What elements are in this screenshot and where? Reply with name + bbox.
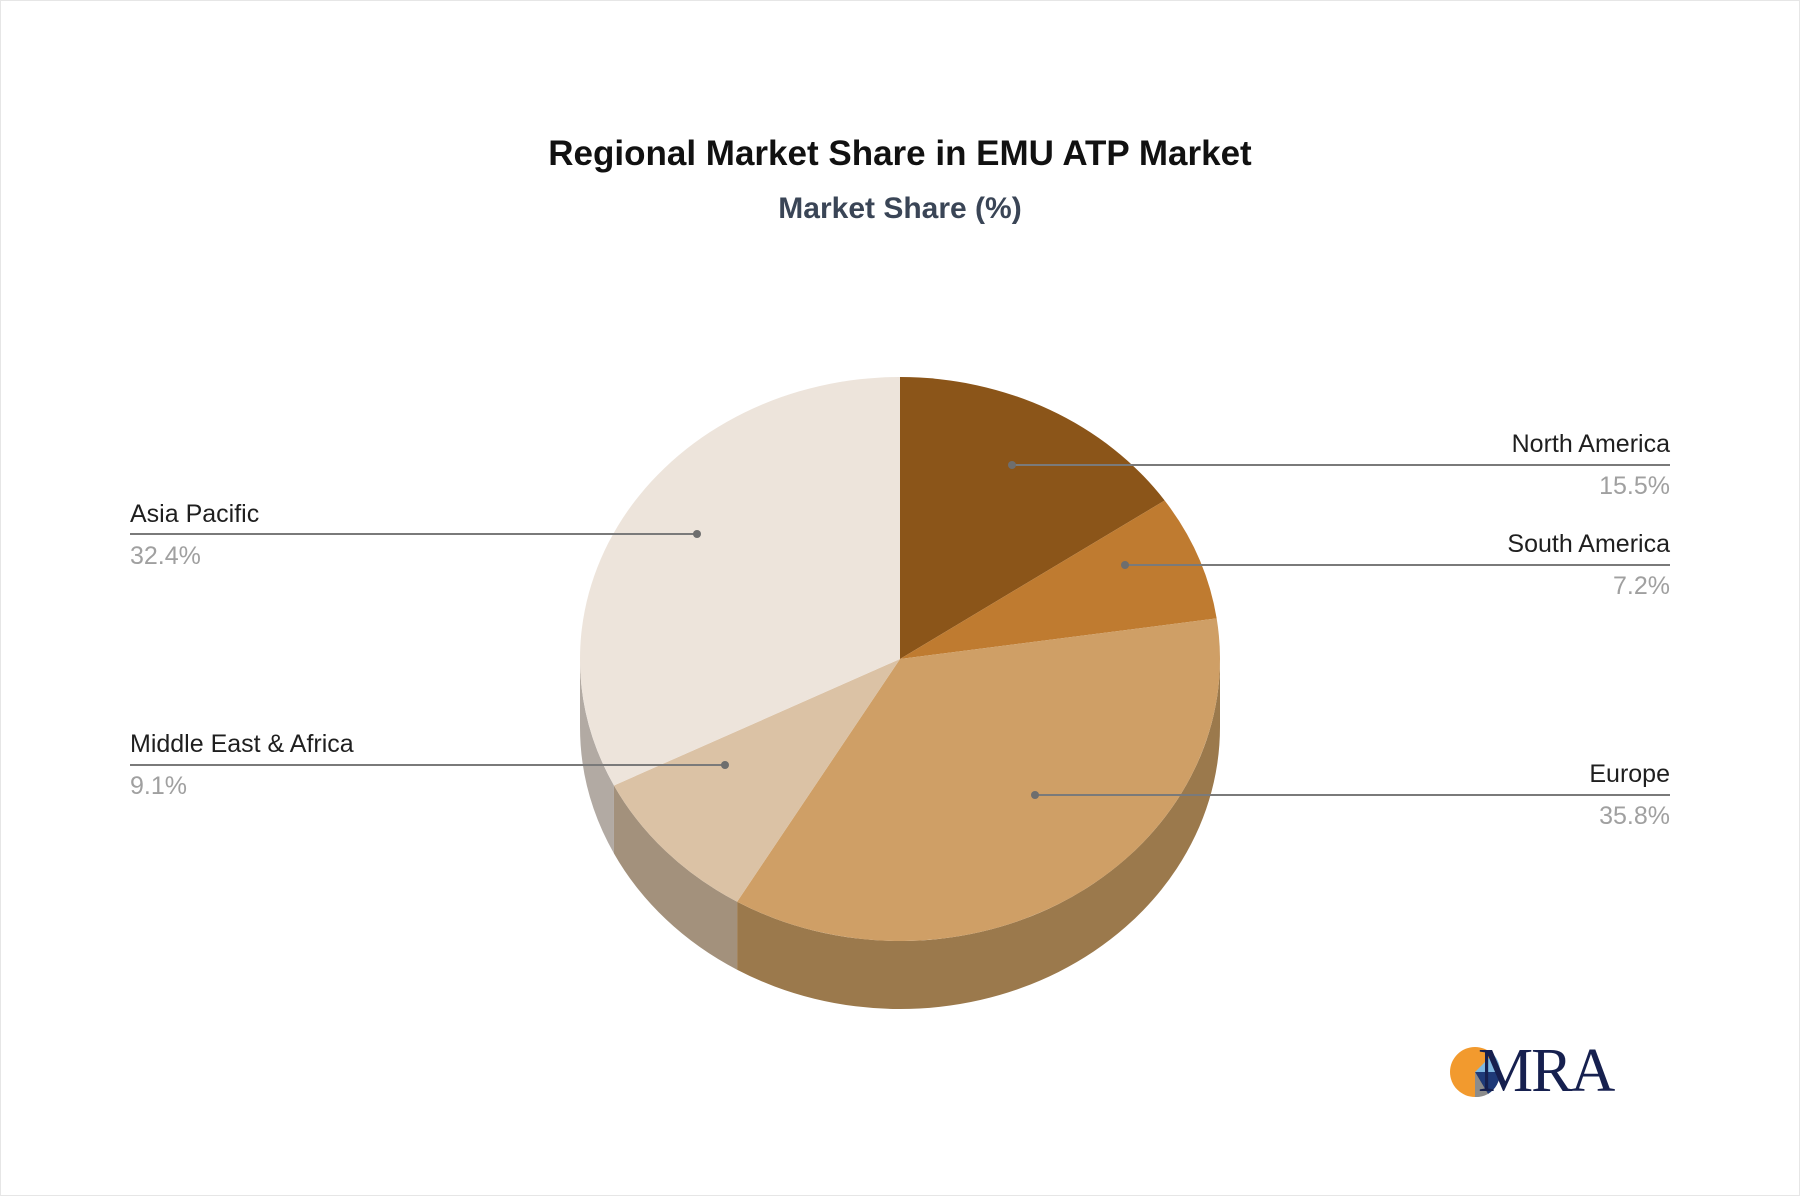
pie-slice-south-america[interactable] xyxy=(900,500,1217,659)
pie-slice-middle-east-africa[interactable] xyxy=(613,659,900,902)
label-south-america: South America xyxy=(1507,530,1670,558)
value-north-america: 15.5% xyxy=(1599,472,1670,500)
label-asia-pacific: Asia Pacific xyxy=(130,500,260,528)
leader-dot-4 xyxy=(693,530,701,538)
chart-subtitle: Market Share (%) xyxy=(778,192,1022,225)
leader-dot-2 xyxy=(1031,791,1039,799)
pie-slice-north-america[interactable] xyxy=(900,377,1165,659)
leader-dot-0 xyxy=(1008,461,1016,469)
chart-title: Regional Market Share in EMU ATP Market xyxy=(548,134,1252,173)
label-middle-east-africa: Middle East & Africa xyxy=(130,730,354,758)
leader-lines xyxy=(130,461,1670,799)
logo-text: MRA xyxy=(1478,1037,1615,1105)
value-south-america: 7.2% xyxy=(1613,572,1670,600)
value-asia-pacific: 32.4% xyxy=(130,542,201,570)
pie-side-2 xyxy=(737,659,1220,1009)
mra-logo-icon xyxy=(1450,1047,1501,1098)
pie-slice-europe[interactable] xyxy=(737,618,1220,941)
label-europe: Europe xyxy=(1589,760,1670,788)
pie-side-3 xyxy=(613,785,738,970)
leader-dot-3 xyxy=(721,761,729,769)
pie-slice-asia-pacific[interactable] xyxy=(580,377,900,786)
label-north-america: North America xyxy=(1511,430,1670,458)
pie-sides xyxy=(580,659,1220,1009)
pie-side-4 xyxy=(580,659,614,854)
value-middle-east-africa: 9.1% xyxy=(130,772,187,800)
pie-slices xyxy=(580,377,1220,941)
leader-dot-1 xyxy=(1121,561,1129,569)
value-europe: 35.8% xyxy=(1599,802,1670,830)
